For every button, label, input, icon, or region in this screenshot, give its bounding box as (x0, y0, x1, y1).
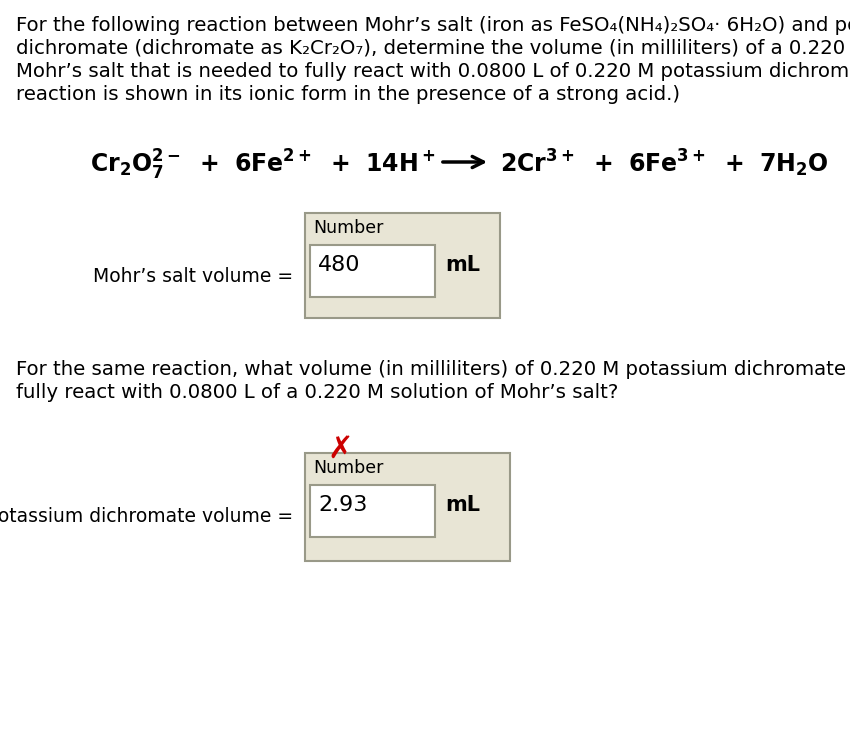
Text: For the following reaction between Mohr’s salt (iron as FeSO₄(NH₄)₂SO₄· 6H₂O) an: For the following reaction between Mohr’… (16, 16, 850, 35)
Text: mL: mL (445, 495, 480, 515)
Text: Mohr’s salt volume =: Mohr’s salt volume = (93, 267, 293, 286)
Text: ✗: ✗ (327, 435, 353, 464)
Text: Mohr’s salt that is needed to fully react with 0.0800 L of 0.220 M potassium dic: Mohr’s salt that is needed to fully reac… (16, 62, 850, 81)
Text: potassium dichromate volume =: potassium dichromate volume = (0, 507, 293, 526)
Text: Number: Number (313, 219, 383, 237)
Text: 480: 480 (318, 255, 360, 275)
Bar (305, 213, 500, 318)
Text: fully react with 0.0800 L of a 0.220 M solution of Mohr’s salt?: fully react with 0.0800 L of a 0.220 M s… (16, 383, 618, 402)
Text: 2.93: 2.93 (318, 495, 367, 515)
Text: For the same reaction, what volume (in milliliters) of 0.220 M potassium dichrom: For the same reaction, what volume (in m… (16, 360, 850, 379)
Text: $\mathbf{Cr_2O_7^{2-}}$  $\mathbf{+}$  $\mathbf{6Fe^{2+}}$  $\mathbf{+}$  $\math: $\mathbf{Cr_2O_7^{2-}}$ $\mathbf{+}$ $\m… (90, 148, 435, 183)
Text: reaction is shown in its ionic form in the presence of a strong acid.): reaction is shown in its ionic form in t… (16, 85, 680, 104)
Text: dichromate (dichromate as K₂Cr₂O₇), determine the volume (in milliliters) of a 0: dichromate (dichromate as K₂Cr₂O₇), dete… (16, 39, 850, 58)
Bar (310, 245, 435, 297)
Text: Number: Number (313, 459, 383, 477)
Bar (310, 485, 435, 537)
Text: mL: mL (445, 255, 480, 275)
Text: $\mathbf{2Cr^{3+}}$  $\mathbf{+}$  $\mathbf{6Fe^{3+}}$  $\mathbf{+}$  $\mathbf{7: $\mathbf{2Cr^{3+}}$ $\mathbf{+}$ $\mathb… (500, 148, 829, 180)
Bar (305, 453, 510, 561)
